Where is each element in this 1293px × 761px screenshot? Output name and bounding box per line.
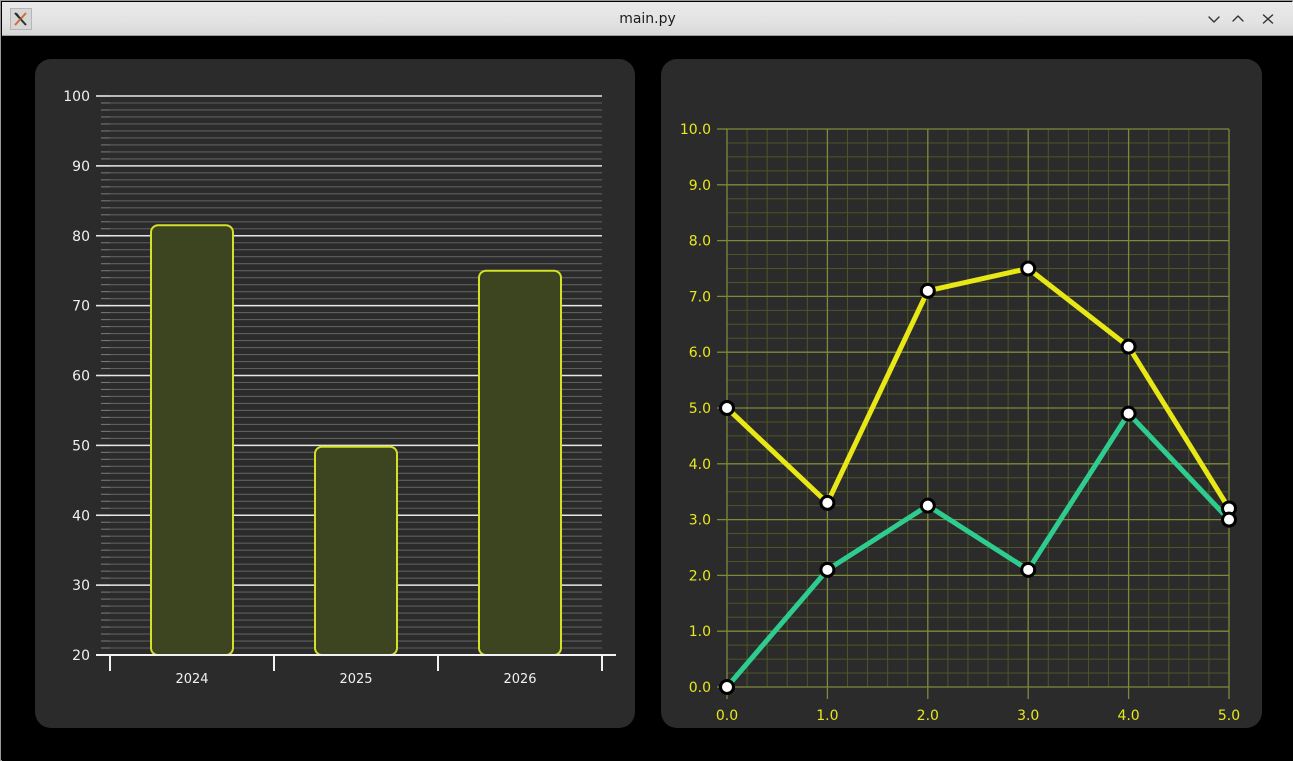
window-titlebar: main.py: [2, 2, 1293, 36]
chevron-down-icon: [1208, 16, 1220, 23]
line-y-tick-label: 9.0: [689, 178, 711, 194]
bar-y-tick-label: 80: [72, 229, 90, 245]
line-y-tick-label: 5.0: [689, 401, 711, 417]
line-gridlines-major: [717, 128, 1230, 699]
line-series-markers: [719, 405, 1237, 695]
bar-chart-panel: 20 30 40 50 60 70 80 90 100 2024 2025 2026: [35, 59, 635, 728]
data-point-marker: [1120, 405, 1137, 422]
data-point-marker: [1020, 561, 1037, 578]
line-y-tick-label: 4.0: [689, 457, 711, 473]
line-x-tick-label: 0.0: [716, 708, 738, 724]
bar-x-tick-label: 2024: [175, 672, 208, 687]
bar-y-tick-label: 40: [72, 508, 90, 524]
close-button[interactable]: [1257, 9, 1279, 29]
data-point-marker: [819, 561, 836, 578]
bar-x-tick-label: 2026: [503, 672, 536, 687]
line-y-tick-label: 1.0: [689, 624, 711, 640]
data-point-marker: [1221, 511, 1237, 528]
close-icon: [1262, 14, 1274, 24]
bar-chart[interactable]: 20 30 40 50 60 70 80 90 100 2024 2025 2026: [35, 59, 635, 728]
data-point-marker: [1020, 260, 1037, 277]
line-y-tick-label: 8.0: [689, 234, 711, 250]
line-y-tick-label: 6.0: [689, 345, 711, 361]
line-series-markers: [719, 260, 1237, 517]
bar-y-tick-label: 20: [72, 648, 90, 664]
line-x-tick-label: 3.0: [1017, 708, 1039, 724]
x-application-icon: [10, 8, 32, 30]
data-point-marker: [719, 679, 735, 695]
bar-x-tick-label: 2025: [339, 672, 372, 687]
line-series-path: [724, 266, 1232, 511]
bar-y-tick-label: 70: [72, 299, 90, 315]
bar-rect: [478, 269, 562, 656]
bar-y-tick-label: 30: [72, 578, 90, 594]
data-point-marker: [719, 400, 735, 416]
minimize-button[interactable]: [1203, 9, 1225, 29]
data-point-marker: [919, 497, 936, 514]
line-y-tick-label: 2.0: [689, 568, 711, 584]
bar-rect: [150, 224, 234, 657]
window-title: main.py: [619, 11, 676, 27]
bar-rect: [314, 445, 398, 656]
data-point-marker: [919, 282, 936, 299]
line-y-tick-label: 7.0: [689, 289, 711, 305]
data-point-marker: [1120, 338, 1137, 355]
line-series-path: [724, 411, 1232, 690]
plot-canvas: 20 30 40 50 60 70 80 90 100 2024 2025 2026 0.0 1.0 2.…: [2, 36, 1293, 761]
bar-y-tick-label: 50: [72, 438, 90, 454]
bar-x-ticks: [109, 655, 603, 671]
maximize-button[interactable]: [1227, 9, 1249, 29]
line-x-tick-label: 1.0: [816, 708, 838, 724]
line-x-tick-label: 4.0: [1117, 708, 1139, 724]
bar-y-tick-label: 100: [63, 89, 90, 105]
line-chart[interactable]: 0.0 1.0 2.0 3.0 4.0 5.0 0.0 1.0 2.0 3.0 4.0 5.0 6.0 7…: [661, 59, 1262, 728]
line-y-tick-label: 10.0: [680, 122, 711, 138]
chevron-up-icon: [1232, 15, 1244, 22]
line-y-tick-label: 3.0: [689, 513, 711, 529]
bar-y-tick-label: 90: [72, 159, 90, 175]
line-x-tick-label: 5.0: [1218, 708, 1240, 724]
line-x-tick-label: 2.0: [917, 708, 939, 724]
line-y-tick-label: 0.0: [689, 680, 711, 696]
bar-series: [150, 224, 562, 657]
line-chart-panel: 0.0 1.0 2.0 3.0 4.0 5.0 0.0 1.0 2.0 3.0 4.0 5.0 6.0 7…: [661, 59, 1262, 728]
data-point-marker: [819, 494, 836, 511]
bar-y-tick-label: 60: [72, 369, 90, 385]
